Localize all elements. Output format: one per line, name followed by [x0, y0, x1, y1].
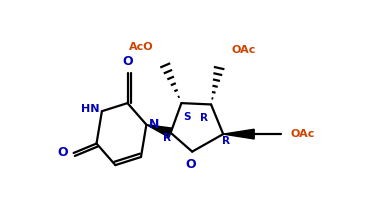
Text: HN: HN [80, 104, 99, 114]
Text: R: R [163, 133, 171, 143]
Text: N: N [149, 118, 159, 131]
Text: OAc: OAc [291, 129, 315, 139]
Text: OAc: OAc [231, 45, 256, 55]
Polygon shape [146, 125, 172, 137]
Text: R: R [222, 136, 230, 146]
Text: O: O [122, 55, 133, 68]
Text: S: S [183, 112, 191, 122]
Text: O: O [185, 158, 196, 171]
Polygon shape [223, 129, 254, 139]
Text: AcO: AcO [128, 42, 153, 52]
Text: R: R [200, 113, 208, 123]
Text: O: O [57, 146, 68, 159]
